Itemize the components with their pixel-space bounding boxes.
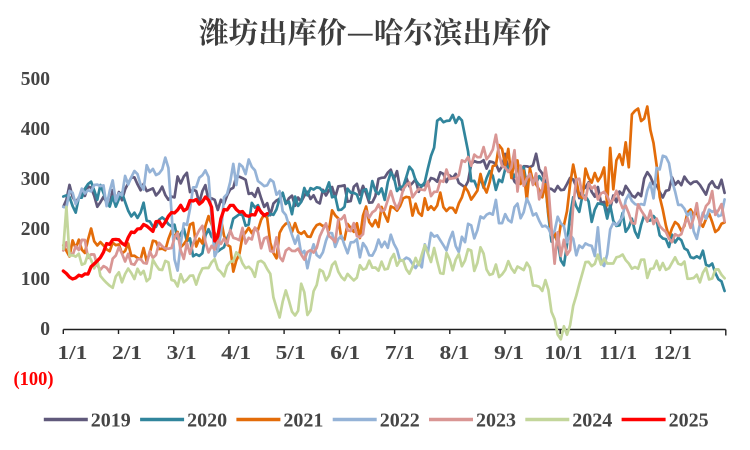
- svg-text:8/1: 8/1: [440, 343, 470, 364]
- svg-text:400: 400: [21, 119, 50, 140]
- svg-text:9/1: 9/1: [494, 343, 524, 364]
- svg-text:2021: 2021: [283, 410, 323, 432]
- svg-text:100: 100: [21, 269, 50, 290]
- svg-text:300: 300: [21, 169, 50, 190]
- svg-text:0: 0: [40, 319, 50, 340]
- svg-text:(100): (100): [14, 368, 54, 390]
- svg-text:2020: 2020: [187, 410, 227, 432]
- svg-text:7/1: 7/1: [385, 343, 415, 364]
- svg-text:2/1: 2/1: [112, 343, 142, 364]
- svg-text:1/1: 1/1: [57, 343, 87, 364]
- svg-text:2019: 2019: [91, 410, 131, 432]
- svg-text:4/1: 4/1: [221, 343, 251, 364]
- svg-text:500: 500: [21, 69, 50, 90]
- svg-text:2023: 2023: [476, 410, 516, 432]
- svg-text:6/1: 6/1: [330, 343, 360, 364]
- svg-text:3/1: 3/1: [167, 343, 197, 364]
- svg-text:12/1: 12/1: [654, 343, 692, 364]
- svg-text:2022: 2022: [380, 410, 420, 432]
- svg-text:2025: 2025: [669, 410, 709, 432]
- svg-text:10/1: 10/1: [545, 343, 583, 364]
- svg-text:11/1: 11/1: [599, 343, 637, 364]
- svg-text:200: 200: [21, 219, 50, 240]
- svg-text:5/1: 5/1: [276, 343, 306, 364]
- svg-text:2024: 2024: [572, 410, 612, 432]
